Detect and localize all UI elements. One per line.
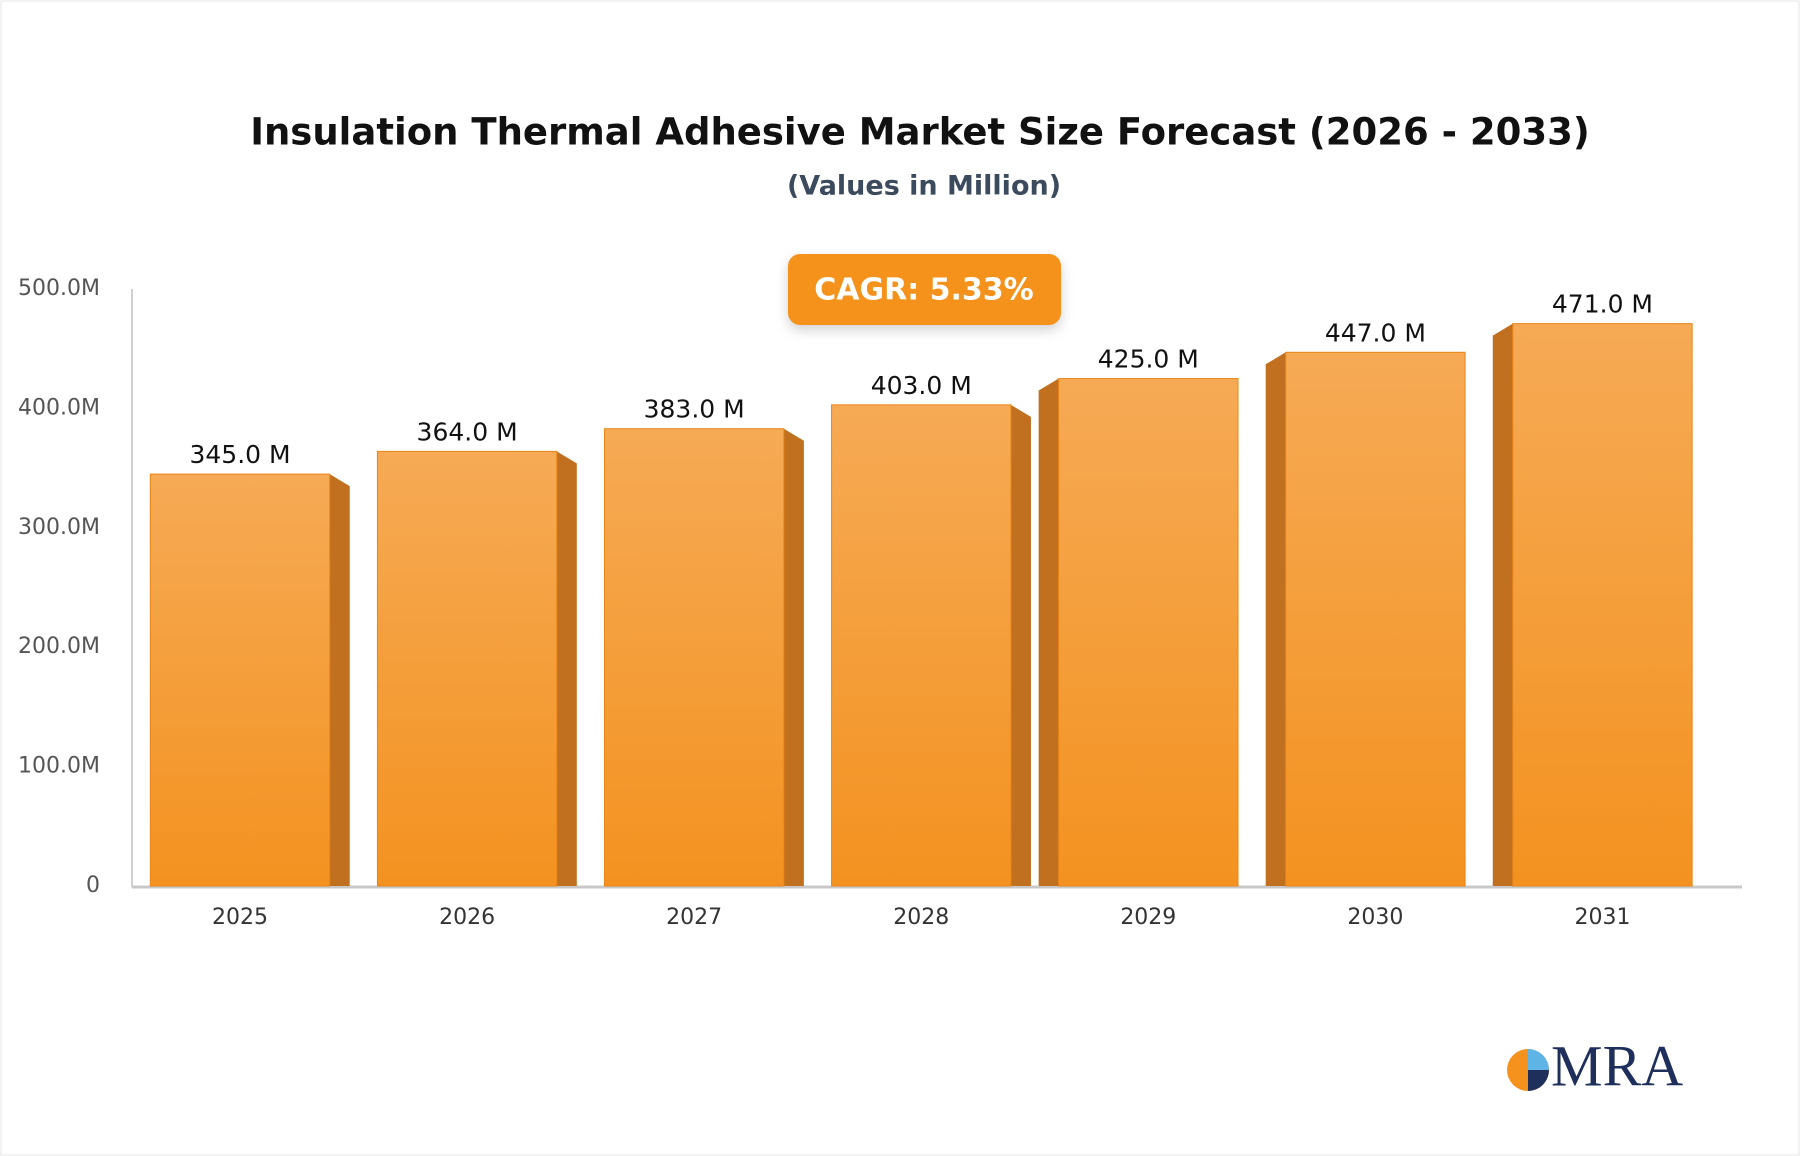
- value-label: 403.0 M: [871, 371, 972, 400]
- y-tick-label: 400.0M: [18, 395, 100, 420]
- logo-slice: [1528, 1049, 1549, 1070]
- bar: [831, 404, 1012, 887]
- value-label: 471.0 M: [1552, 290, 1653, 319]
- logo-text: MRA: [1551, 1033, 1683, 1098]
- y-tick-label: 300.0M: [18, 515, 100, 540]
- bar-side: [329, 474, 350, 886]
- y-tick-label: 100.0M: [18, 754, 100, 779]
- bar-side: [556, 451, 577, 886]
- bar: [376, 450, 558, 887]
- logo-slice: [1528, 1070, 1549, 1091]
- x-tick-label: 2031: [1574, 905, 1630, 930]
- value-label: 447.0 M: [1325, 318, 1426, 347]
- bar-side: [1010, 404, 1031, 886]
- bar-side: [1265, 352, 1286, 887]
- cagr-box: [788, 254, 1061, 325]
- bar: [1285, 351, 1466, 887]
- x-tick-label: 2030: [1347, 905, 1403, 930]
- bar-side: [1038, 378, 1059, 886]
- x-tick-label: 2028: [893, 905, 949, 930]
- bar-side: [1492, 323, 1513, 887]
- x-tick-label: 2027: [666, 905, 722, 930]
- chart-title: Insulation Thermal Adhesive Market Size …: [250, 111, 1590, 154]
- value-label: 345.0 M: [189, 440, 290, 469]
- y-tick-label: 200.0M: [18, 634, 100, 659]
- chart-subtitle: (Values in Million): [787, 171, 1061, 202]
- cagr-label: CAGR: 5.33%: [814, 273, 1033, 308]
- y-tick-label: 0: [86, 873, 100, 898]
- bar-side: [783, 428, 804, 886]
- x-tick-label: 2025: [212, 905, 268, 930]
- y-tick-label: 500.0M: [18, 276, 100, 301]
- bar: [1512, 323, 1693, 887]
- x-tick-label: 2026: [439, 905, 495, 930]
- x-tick-label: 2029: [1120, 905, 1176, 930]
- value-label: 383.0 M: [644, 395, 745, 424]
- cagr-badge: [788, 254, 1061, 325]
- bar: [149, 473, 331, 887]
- value-label: 425.0 M: [1098, 345, 1199, 374]
- bar: [603, 428, 785, 887]
- bar: [1058, 378, 1239, 887]
- logo: MRA: [1507, 1033, 1683, 1098]
- value-label: 364.0 M: [417, 417, 518, 446]
